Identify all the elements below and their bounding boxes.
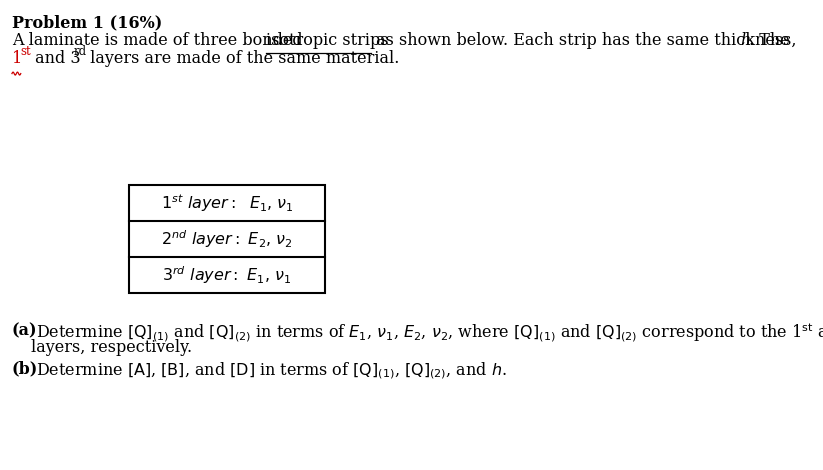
Text: Problem 1 (16%): Problem 1 (16%) <box>12 14 162 31</box>
Text: (b): (b) <box>12 360 38 377</box>
Text: . The: . The <box>749 32 789 49</box>
Text: isotropic strips: isotropic strips <box>266 32 388 49</box>
Text: as shown below. Each strip has the same thickness,: as shown below. Each strip has the same … <box>370 32 802 49</box>
Text: st: st <box>21 45 31 58</box>
Text: $\mathit{1^{st}}$ $\mathit{layer:}$  $\mathit{E_1}$, $\mathit{\nu_1}$: $\mathit{1^{st}}$ $\mathit{layer:}$ $\ma… <box>160 192 294 214</box>
Text: Determine $[\mathrm{Q}]_{(1)}$ and $[\mathrm{Q}]_{(2)}$ in terms of $E_1$, $\nu_: Determine $[\mathrm{Q}]_{(1)}$ and $[\ma… <box>30 322 823 345</box>
Bar <box>128 185 325 293</box>
Text: layers are made of the same material.: layers are made of the same material. <box>85 50 399 67</box>
Text: rd: rd <box>73 45 86 58</box>
Text: h: h <box>740 32 751 49</box>
Text: 1: 1 <box>12 50 22 67</box>
Text: layers, respectively.: layers, respectively. <box>30 339 192 356</box>
Text: A laminate is made of three bonded: A laminate is made of three bonded <box>12 32 308 49</box>
Text: $\mathit{2^{nd}}$ $\mathit{layer:}$ $\mathit{E_2}$, $\mathit{\nu_2}$: $\mathit{2^{nd}}$ $\mathit{layer:}$ $\ma… <box>161 228 293 250</box>
Text: $\mathit{3^{rd}}$ $\mathit{layer:}$ $\mathit{E_1}$, $\mathit{\nu_1}$: $\mathit{3^{rd}}$ $\mathit{layer:}$ $\ma… <box>162 264 291 286</box>
Text: Determine $[\mathrm{A}]$, $[\mathrm{B}]$, and $[\mathrm{D}]$ in terms of $[\math: Determine $[\mathrm{A}]$, $[\mathrm{B}]$… <box>30 360 506 381</box>
Text: and 3: and 3 <box>30 50 81 67</box>
Text: (a): (a) <box>12 322 38 339</box>
